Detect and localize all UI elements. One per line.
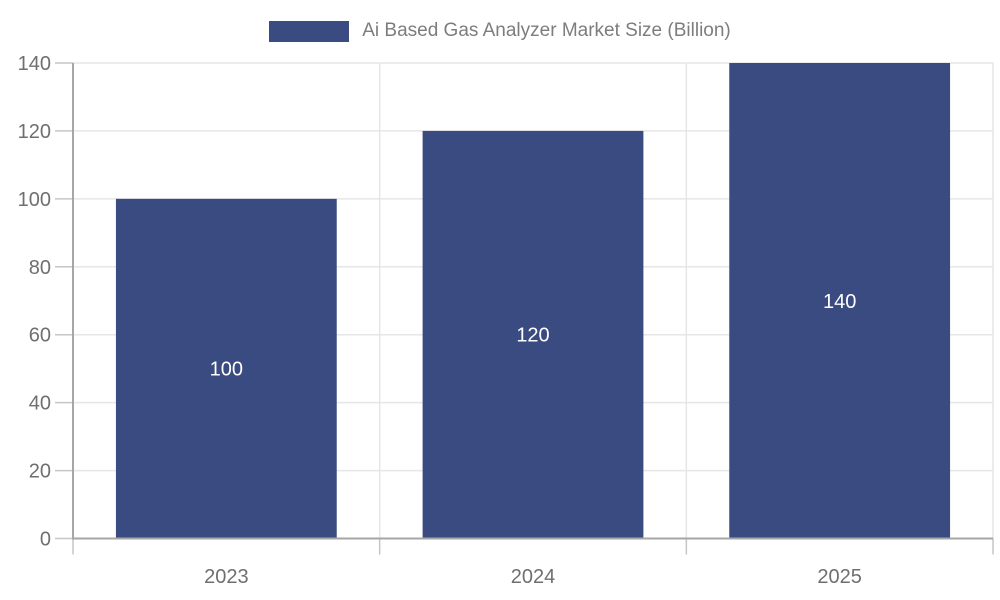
- y-axis-label-140: 140: [18, 53, 51, 75]
- y-axis-label-80: 80: [29, 257, 51, 279]
- bar-value-label-2025: 140: [823, 291, 856, 313]
- y-axis-label-100: 100: [18, 189, 51, 211]
- y-axis-label-0: 0: [40, 529, 51, 551]
- legend-label: Ai Based Gas Analyzer Market Size (Billi…: [362, 20, 731, 41]
- y-axis-label-40: 40: [29, 393, 51, 415]
- x-axis-label-2025: 2025: [817, 566, 862, 588]
- y-axis-label-20: 20: [29, 461, 51, 483]
- bar-value-label-2023: 100: [210, 359, 243, 381]
- bar-2024[interactable]: [422, 130, 644, 539]
- legend-item[interactable]: Ai Based Gas Analyzer Market Size (Billi…: [269, 19, 731, 43]
- legend-swatch-icon: [269, 20, 350, 42]
- x-axis-label-2023: 2023: [204, 566, 249, 588]
- y-axis-label-120: 120: [18, 121, 51, 143]
- x-axis-label-2024: 2024: [511, 566, 556, 588]
- bar-value-label-2024: 120: [516, 325, 549, 347]
- bar-2023[interactable]: [115, 198, 337, 539]
- legend: Ai Based Gas Analyzer Market Size (Billi…: [0, 19, 1000, 43]
- y-axis-label-60: 60: [29, 325, 51, 347]
- bar-2025[interactable]: [729, 63, 951, 539]
